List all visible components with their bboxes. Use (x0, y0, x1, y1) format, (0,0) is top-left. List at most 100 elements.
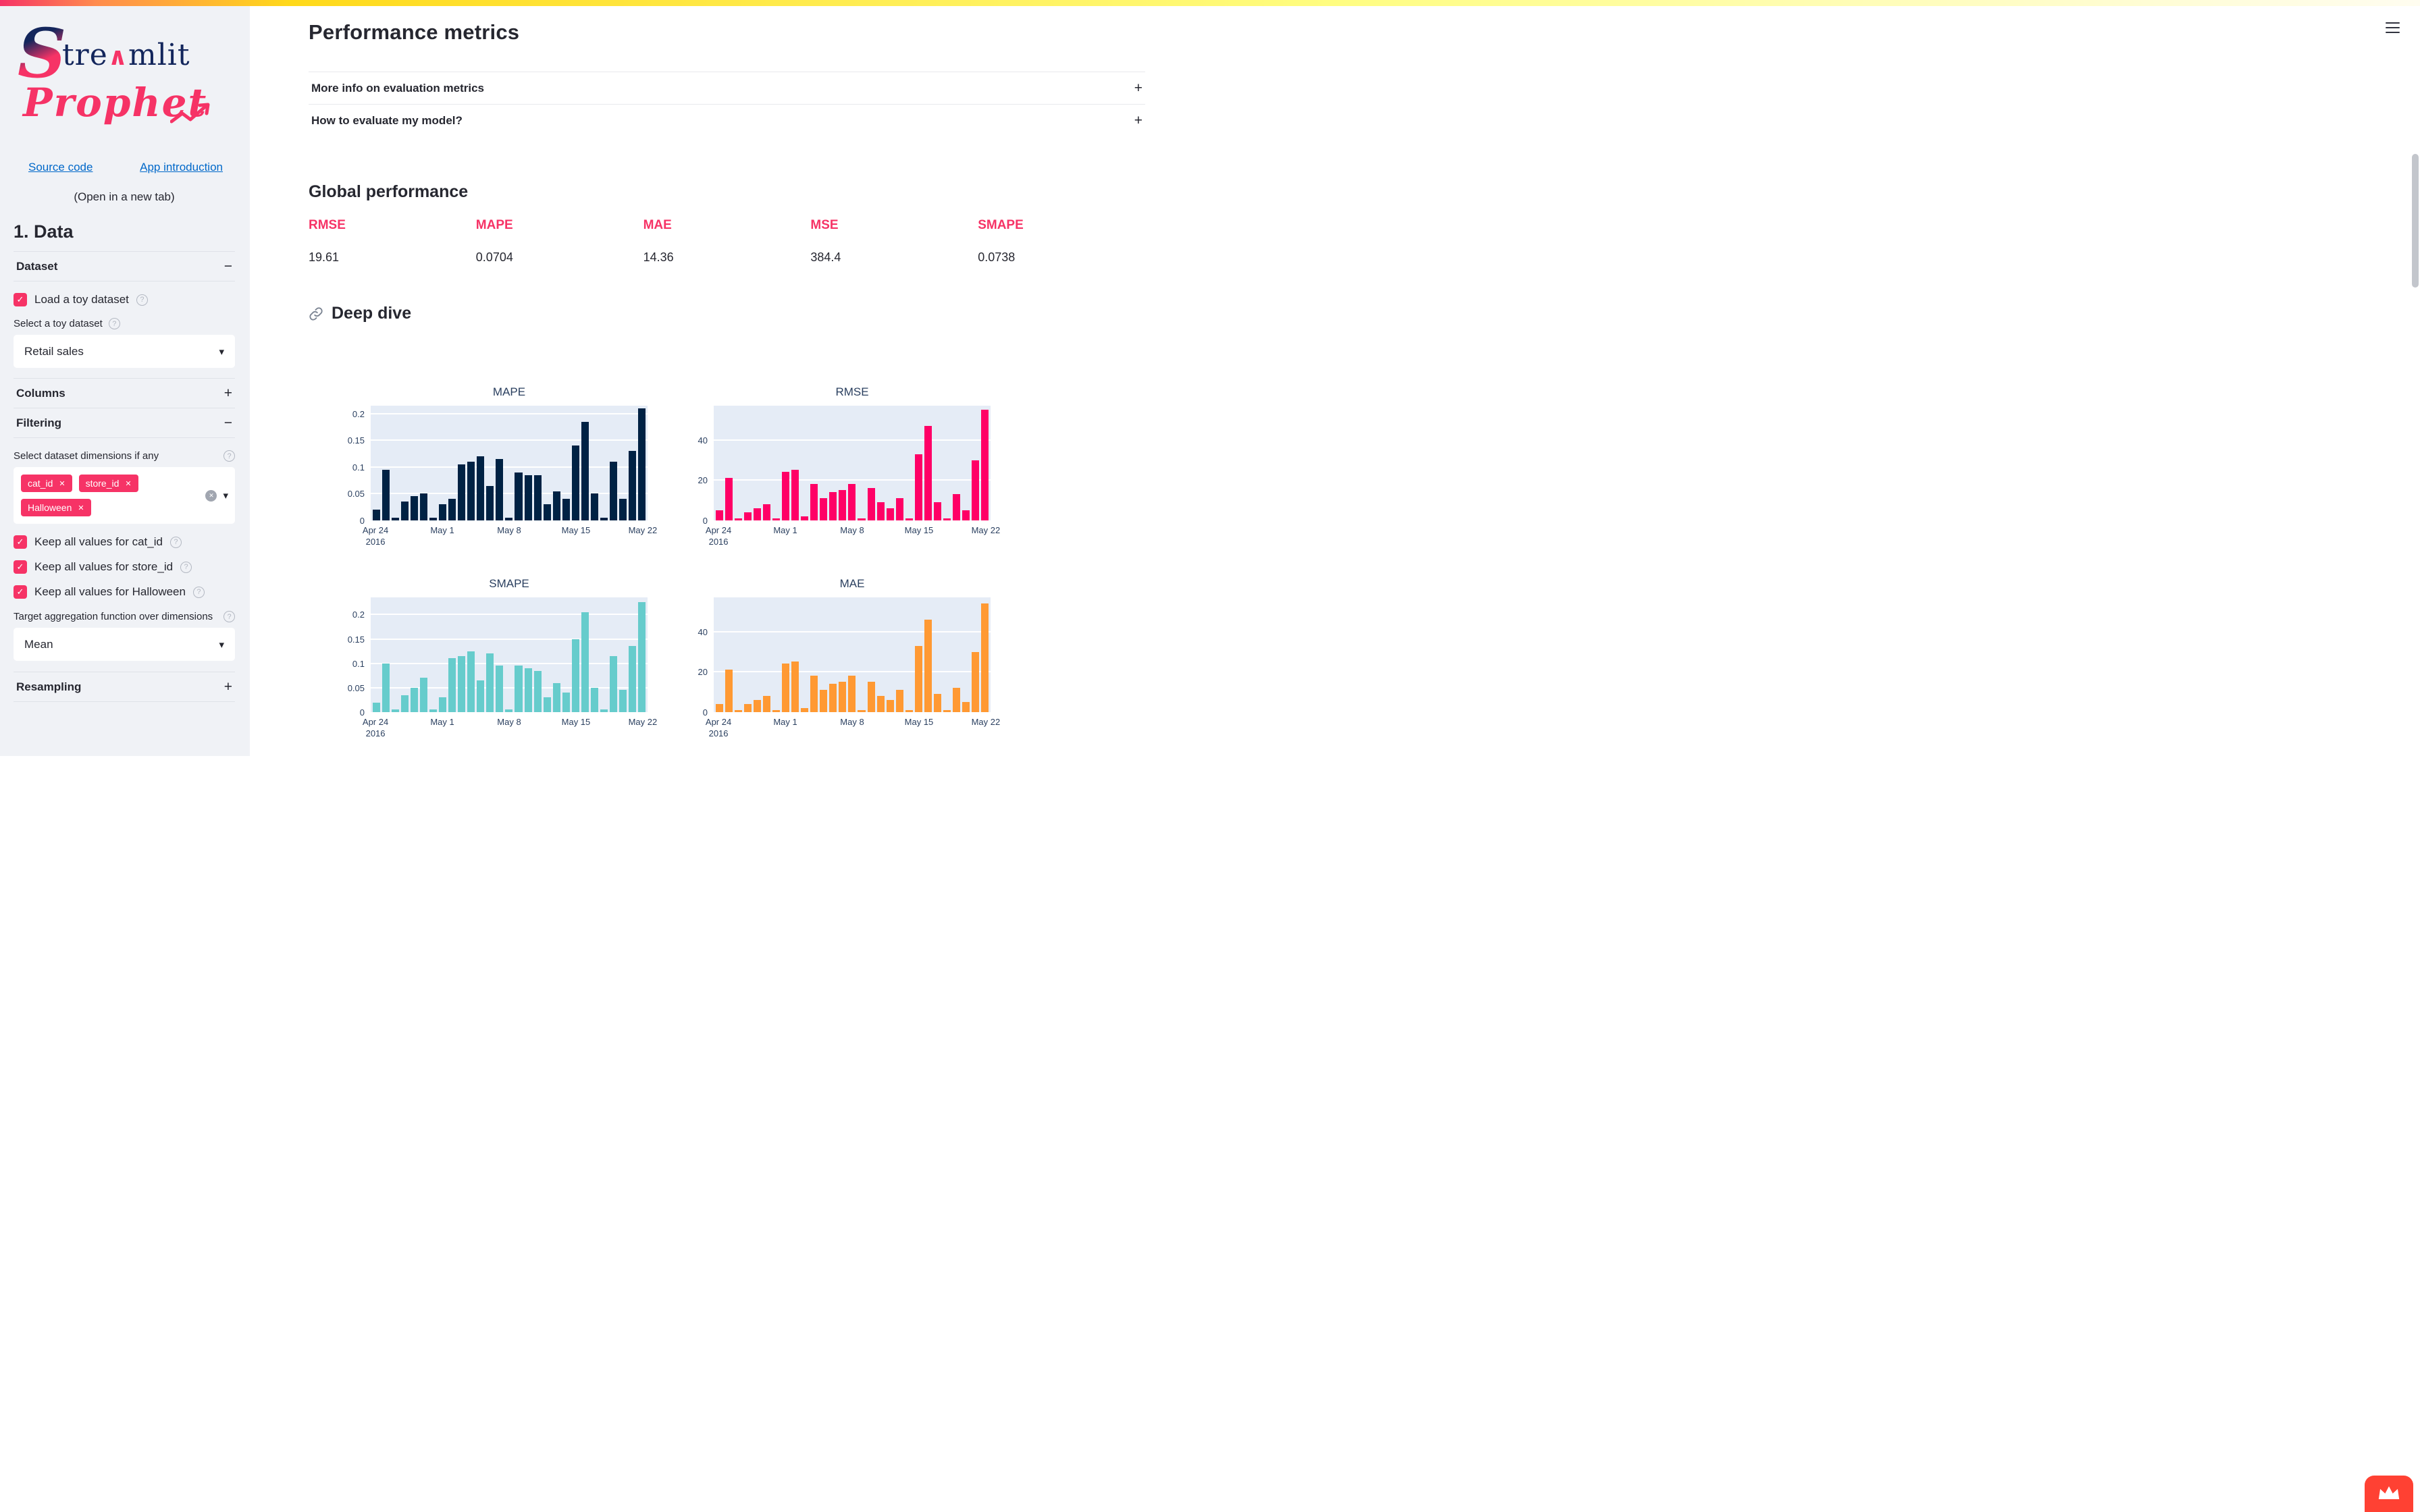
bar (810, 484, 818, 520)
bar (971, 460, 979, 520)
x-tick-label: May 22 (628, 525, 658, 535)
charts-grid: MAPE 0 0.05 0.1 0.15 0.2 Apr 24 2016 May 1 May … (338, 385, 1145, 740)
bar (628, 646, 636, 712)
expander-dataset[interactable]: Dataset − (14, 251, 235, 281)
bar (933, 502, 941, 520)
metric-mse: MSE 384.4 (810, 218, 978, 265)
anchor-link-icon[interactable] (309, 306, 323, 321)
bar (373, 510, 381, 520)
checkbox-checked[interactable]: ✓ (14, 560, 27, 574)
chart-mae: MAE 0 20 40 Apr 24 2016 May 1 May 8 May 15 May … (681, 577, 1001, 740)
bar (962, 702, 970, 712)
help-icon[interactable]: ? (223, 611, 235, 622)
checkbox-load-toy-dataset[interactable]: ✓ Load a toy dataset ? (14, 293, 235, 306)
bar (496, 459, 504, 520)
deep-dive-title: Deep dive (332, 304, 412, 323)
bar (505, 518, 513, 520)
sidebar-links: Source code App introduction (14, 143, 235, 174)
bar (810, 676, 818, 712)
help-icon[interactable]: ? (169, 536, 182, 548)
bar (943, 518, 951, 520)
clear-all-icon[interactable]: ✕ (205, 489, 217, 502)
gridline (371, 493, 648, 495)
bar (829, 492, 837, 520)
plot-area (714, 406, 991, 520)
gridline (714, 479, 991, 481)
chart-mape: MAPE 0 0.05 0.1 0.15 0.2 Apr 24 2016 May 1 May … (338, 385, 658, 549)
tag-cat-id[interactable]: cat_id ✕ (21, 475, 72, 492)
checkbox-label: Load a toy dataset (34, 293, 129, 306)
chart-title: SMAPE (489, 577, 529, 590)
crown-badge-button[interactable] (2365, 1476, 2413, 1512)
metric-label: MAE (643, 218, 672, 232)
expander-resampling[interactable]: Resampling + (14, 672, 235, 702)
y-axis: 0 20 40 (681, 597, 714, 718)
tag-label: store_id (85, 478, 120, 489)
bar-series (714, 597, 991, 712)
expander-label: Filtering (16, 416, 62, 429)
metric-mae: MAE 14.36 (643, 218, 811, 265)
help-icon[interactable]: ? (180, 561, 192, 573)
y-tick-label: 0 (702, 707, 708, 718)
deep-dive-heading: Deep dive (309, 304, 1145, 323)
help-icon[interactable]: ? (108, 318, 120, 329)
checkbox-keep-halloween[interactable]: ✓ Keep all values for Halloween ? (14, 585, 235, 599)
toy-dataset-select[interactable]: Retail sales ▾ (14, 335, 235, 368)
bar (524, 475, 532, 520)
remove-tag-icon[interactable]: ✕ (78, 504, 84, 512)
checkbox-keep-store-id[interactable]: ✓ Keep all values for store_id ? (14, 560, 235, 574)
bar (533, 670, 542, 712)
bar (772, 518, 781, 520)
scrollbar-thumb[interactable] (2412, 154, 2419, 288)
source-code-link[interactable]: Source code (28, 161, 93, 173)
bar (590, 687, 598, 712)
help-icon[interactable]: ? (136, 294, 148, 306)
menu-button[interactable] (2386, 19, 2400, 36)
bar (754, 700, 762, 712)
tag-halloween[interactable]: Halloween ✕ (21, 499, 91, 516)
field-label-text: Select a toy dataset (14, 318, 103, 329)
dimensions-multiselect[interactable]: cat_id ✕ store_id ✕ Halloween ✕ ✕ ▾ (14, 467, 235, 524)
x-tick-label: May 22 (628, 717, 658, 727)
hamburger-icon (2386, 31, 2400, 33)
help-icon[interactable]: ? (192, 586, 205, 598)
bar (980, 603, 989, 712)
app-introduction-link[interactable]: App introduction (140, 161, 223, 173)
help-icon[interactable]: ? (223, 450, 235, 462)
toy-dataset-field-label: Select a toy dataset ? (14, 318, 235, 329)
expand-icon: + (1134, 80, 1142, 96)
expander-columns[interactable]: Columns + (14, 378, 235, 408)
bar (848, 676, 856, 712)
plot-area (371, 597, 648, 712)
chevron-down-icon[interactable]: ▾ (223, 490, 228, 502)
check-icon: ✓ (16, 587, 24, 597)
bar (401, 695, 409, 712)
checkbox-checked[interactable]: ✓ (14, 293, 27, 306)
checkbox-checked[interactable]: ✓ (14, 535, 27, 549)
bar (725, 478, 733, 520)
gridline (371, 412, 648, 414)
remove-tag-icon[interactable]: ✕ (59, 479, 65, 488)
bar (515, 666, 523, 712)
sidebar: S tre∧mlit Prophet Source code App intro… (0, 0, 250, 756)
expander-how-to-evaluate[interactable]: How to evaluate my model? + (309, 104, 1145, 136)
bar (477, 680, 485, 712)
checkbox-checked[interactable]: ✓ (14, 585, 27, 599)
select-value: Retail sales (24, 344, 84, 358)
aggregation-select[interactable]: Mean ▾ (14, 628, 235, 661)
expander-filtering[interactable]: Filtering − (14, 408, 235, 438)
bar (600, 518, 608, 520)
bar (467, 462, 475, 520)
bar (839, 490, 847, 520)
bar (820, 498, 828, 520)
remove-tag-icon[interactable]: ✕ (125, 479, 132, 488)
tag-store-id[interactable]: store_id ✕ (78, 475, 138, 492)
checkbox-keep-cat-id[interactable]: ✓ Keep all values for cat_id ? (14, 535, 235, 549)
y-tick-label: 20 (698, 667, 708, 678)
bar (924, 425, 932, 520)
x-axis: Apr 24 2016 May 1 May 8 May 15 May 22 (363, 520, 657, 549)
bar (571, 639, 579, 712)
y-axis: 0 0.05 0.1 0.15 0.2 (338, 597, 371, 718)
expander-more-info-metrics[interactable]: More info on evaluation metrics + (309, 72, 1145, 104)
bar (439, 697, 447, 712)
